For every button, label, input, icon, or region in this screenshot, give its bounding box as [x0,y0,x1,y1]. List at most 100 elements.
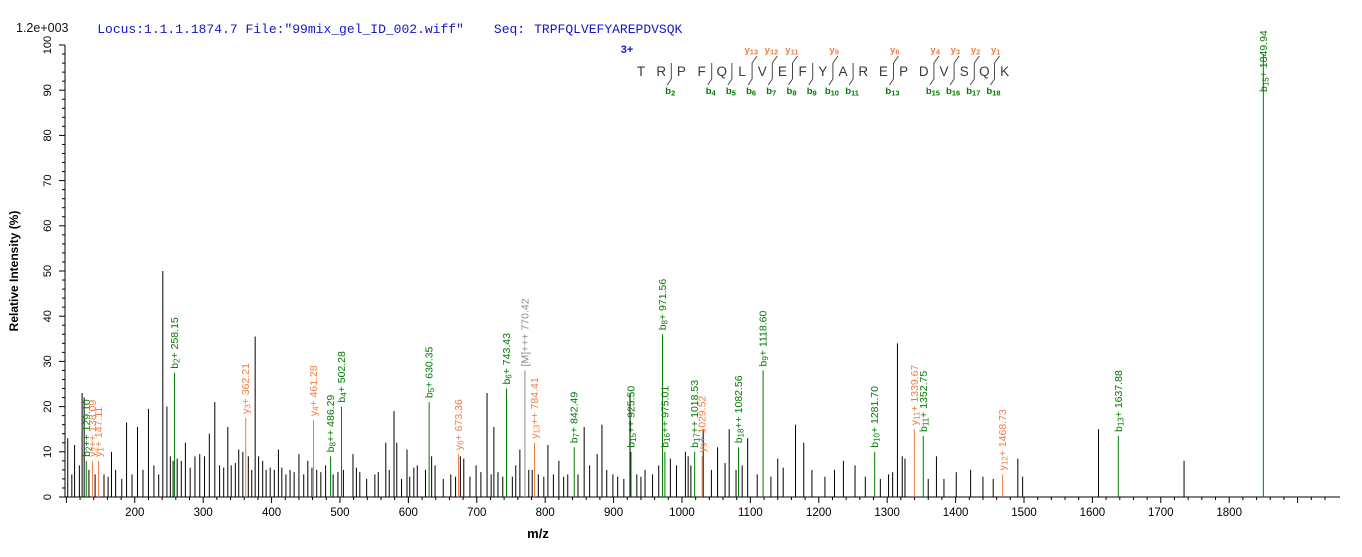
b-ion-marker [727,78,733,86]
b-ion-marker [969,78,975,86]
peak-label: y4+ 461.28 [308,365,321,416]
peak-label: y6+ 673.36 [453,399,466,450]
y-ion-label: y12 [765,45,779,57]
peak-label: b10+ 1281.70 [869,386,882,448]
b-ion-marker [929,78,935,86]
seq-label: Seq: [493,22,526,37]
residue: K [1000,64,1009,79]
residue: Y [818,64,827,79]
x-tick-label: 700 [467,507,486,519]
peak-label: b9+ 1118.60 [758,311,771,367]
y-tick-label: 90 [42,84,54,96]
y-ion-label: y1 [991,45,1000,57]
y-ion-marker [933,55,940,64]
b-ion-marker [808,78,814,86]
b-ion-marker [707,78,713,86]
residue: E [879,64,888,79]
peak-label: b15++ 925.50 [626,386,639,448]
b-ion-label: b9 [807,86,817,98]
peak-label: b18++ 1082.56 [733,375,746,443]
peak-label: b6+ 743.43 [501,333,514,385]
axes: 200 300 400 500 600 700 800 900 1000 1100 1200 1300… [7,36,1340,541]
residue: L [738,64,746,79]
b-ion-label: b13 [885,86,899,98]
residue: D [919,64,929,79]
x-tick-label: 1800 [1216,507,1242,519]
b-ion-marker [747,78,753,86]
x-tick-label: 200 [125,507,144,519]
residue: P [677,64,686,79]
residue: A [838,64,847,79]
x-tick-label: 1300 [874,507,900,519]
peak-label: b15+ 1849.94 [1258,30,1271,92]
peak-label: y1+ 147.11 [93,407,106,457]
x-tick-label: 400 [262,507,281,519]
residue: T [637,64,645,79]
b-ion-label: b5 [726,86,736,98]
y-ion-label: y9 [829,45,838,57]
peak-label: y12+ 1468.73 [997,409,1010,470]
y-ion-label: y11 [785,45,798,57]
y-ion-marker [751,55,758,64]
y-tick-label: 40 [42,310,54,322]
y-ion-label: y4 [930,45,940,57]
intensity-scale-note: 1.2e+003 [16,21,69,35]
residue: Q [979,64,990,79]
b-ion-label: b11 [845,86,859,98]
peak-label: b11+ 1352.75 [918,371,931,432]
y-ion-label: y6 [890,45,899,57]
b-ion-label: b16 [946,86,960,98]
b-ion-marker [788,78,793,86]
y-tick-label: 100 [42,36,54,54]
peak-label: y13++ 784.41 [529,377,542,439]
x-tick-label: 1100 [738,507,763,519]
residue: V [758,64,767,79]
peak-label: b7+ 842.49 [569,392,582,444]
b-ion-marker [949,78,955,86]
residue: E [778,64,787,79]
y-ion-label: y13 [744,45,758,57]
b-ion-marker [848,78,854,86]
b-ion-marker [767,78,773,86]
background-peaks [67,271,1185,497]
peak-label: b4+ 502.28 [336,351,349,403]
x-tick-label: 1700 [1148,507,1174,519]
peak-label: b8+ 971.56 [657,279,670,331]
peak-label: y2++ 138.09 [87,400,100,457]
peak-label: y9+ 1029.52 [697,395,710,452]
peak-label: b17++ 1018.53 [689,380,702,448]
y-ion-marker [953,55,960,64]
residue: R [858,64,868,79]
x-tick-label: 300 [194,507,213,519]
b-ion-label: b4 [706,86,717,98]
x-tick-label: 1000 [669,507,695,519]
b-ion-label: b8 [787,86,797,98]
b-ion-marker [828,78,834,86]
peak-label: b13+ 1637.88 [1113,370,1126,432]
b-ion-label: b10 [825,86,839,98]
peak-label: b5+ 630.35 [424,346,437,398]
b-ion-label: b18 [986,86,1000,98]
residue: S [960,64,969,79]
b-ion-label: b17 [966,86,980,98]
peak-label: y3+ 362.21 [240,363,253,414]
y-axis-title: Relative Intensity (%) [7,211,21,332]
peak-label: b2+ 258.15 [169,317,182,369]
y-tick-label: 10 [42,446,54,458]
y-ion-marker [994,55,1000,64]
y-tick-label: 70 [42,174,54,186]
y-ion-label: y2 [971,45,980,57]
y-ion-marker [973,55,980,64]
b-ion-label: b15 [926,86,940,98]
x-tick-label: 800 [536,507,555,519]
residue: F [697,64,705,79]
peak-label: [M]+++ 770.42 [519,298,531,366]
x-tick-label: 1500 [1011,507,1037,519]
b-ion-label: b2 [665,86,675,98]
y-ion-label: y3 [951,45,960,57]
y-tick-label: 60 [42,220,54,232]
y-tick-label: 0 [42,494,54,500]
header: Locus:1.1.1.1874.7 File:"99mix_gel_ID_00… [66,7,682,52]
